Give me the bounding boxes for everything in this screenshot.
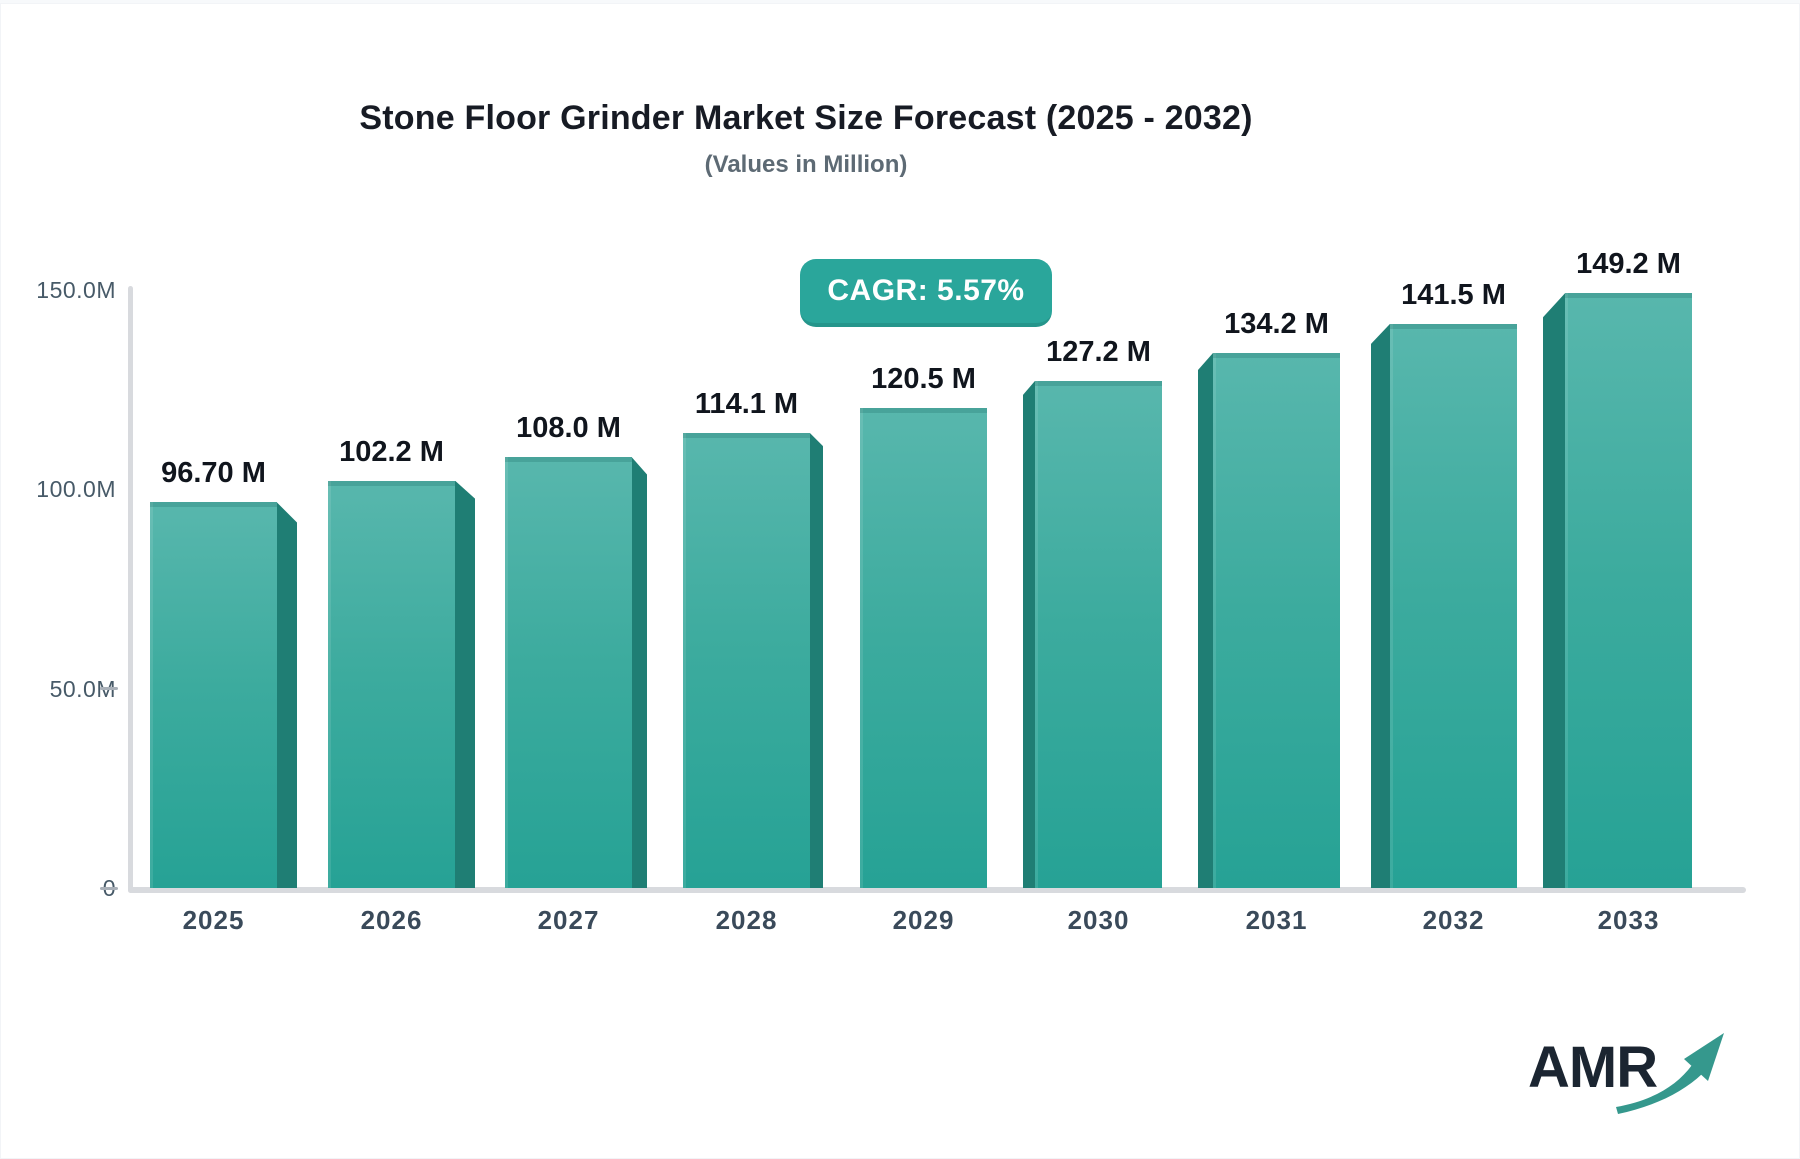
bar-3d-side bbox=[1543, 293, 1565, 888]
x-tick-label: 2026 bbox=[360, 905, 423, 935]
cagr-badge-label: CAGR: 5.57% bbox=[827, 274, 1025, 307]
x-axis-line bbox=[128, 887, 1746, 893]
amr-logo-text: AMR bbox=[1528, 1035, 1658, 1100]
bar-2029: 120.5 M bbox=[860, 363, 987, 888]
bar-face bbox=[1213, 352, 1340, 888]
x-tick-label: 2027 bbox=[537, 905, 600, 935]
bar-3d-side bbox=[1198, 352, 1213, 888]
bar-face bbox=[328, 480, 455, 888]
bar-2033: 149.2 M bbox=[1543, 248, 1692, 888]
bar-face bbox=[1390, 323, 1517, 888]
x-tick-label: 2032 bbox=[1422, 905, 1485, 935]
bar-face bbox=[150, 502, 277, 888]
amr-logo: AMR bbox=[1528, 1025, 1738, 1117]
y-tick-label: 150.0M bbox=[36, 277, 116, 303]
x-tick-label: 2030 bbox=[1067, 905, 1130, 935]
bar-value-label: 134.2 M bbox=[1224, 307, 1329, 340]
bar-3d-side bbox=[1371, 323, 1390, 888]
bar-2030: 127.2 M bbox=[1023, 336, 1162, 888]
bar-face bbox=[1035, 380, 1162, 888]
bar-value-label: 149.2 M bbox=[1576, 248, 1681, 281]
y-axis-line bbox=[128, 286, 133, 893]
y-tick-mark bbox=[100, 886, 118, 890]
bar-3d-side bbox=[1023, 380, 1035, 888]
y-tick-label: 0 bbox=[0, 874, 116, 902]
y-tick-label: 100.0M bbox=[36, 476, 116, 503]
chart-title: Stone Floor Grinder Market Size Forecast… bbox=[359, 99, 1253, 137]
bar-face bbox=[1565, 293, 1692, 888]
bar-3d-side bbox=[632, 457, 647, 888]
bar-2028: 114.1 M bbox=[683, 388, 823, 888]
bar-value-label: 96.70 M bbox=[161, 457, 266, 490]
bar-value-label: 120.5 M bbox=[871, 362, 976, 395]
y-tick-label: 50.0M bbox=[49, 675, 116, 702]
chart-subtitle: (Values in Million) bbox=[704, 151, 908, 178]
bar-face bbox=[505, 457, 632, 888]
bar-2026: 102.2 M bbox=[328, 436, 475, 888]
y-tick-mark bbox=[100, 687, 118, 691]
x-tick-label: 2029 bbox=[892, 905, 955, 935]
bar-value-label: 114.1 M bbox=[694, 388, 799, 421]
bar-face bbox=[683, 433, 810, 888]
bar-2032: 141.5 M bbox=[1371, 279, 1517, 888]
bar-value-label: 141.5 M bbox=[1401, 278, 1506, 311]
x-tick-label: 2033 bbox=[1597, 905, 1660, 935]
bar-value-label: 102.2 M bbox=[339, 435, 444, 468]
cagr-badge: CAGR: 5.57% bbox=[800, 259, 1052, 327]
bar-3d-side bbox=[277, 502, 297, 888]
bar-value-label: 108.0 M bbox=[516, 412, 621, 445]
bar-2027: 108.0 M bbox=[505, 412, 647, 888]
x-tick-label: 2031 bbox=[1245, 905, 1308, 935]
bar-2031: 134.2 M bbox=[1198, 308, 1340, 888]
x-tick-label: 2028 bbox=[715, 905, 778, 935]
bar-value-label: 127.2 M bbox=[1046, 335, 1151, 368]
bar-face bbox=[860, 407, 987, 888]
growth-arrow-icon bbox=[1616, 1033, 1724, 1114]
x-tick-label: 2025 bbox=[182, 905, 245, 935]
bar-3d-side bbox=[810, 433, 823, 888]
bar-3d-side bbox=[455, 480, 475, 888]
bar-2025: 96.70 M bbox=[150, 457, 297, 888]
